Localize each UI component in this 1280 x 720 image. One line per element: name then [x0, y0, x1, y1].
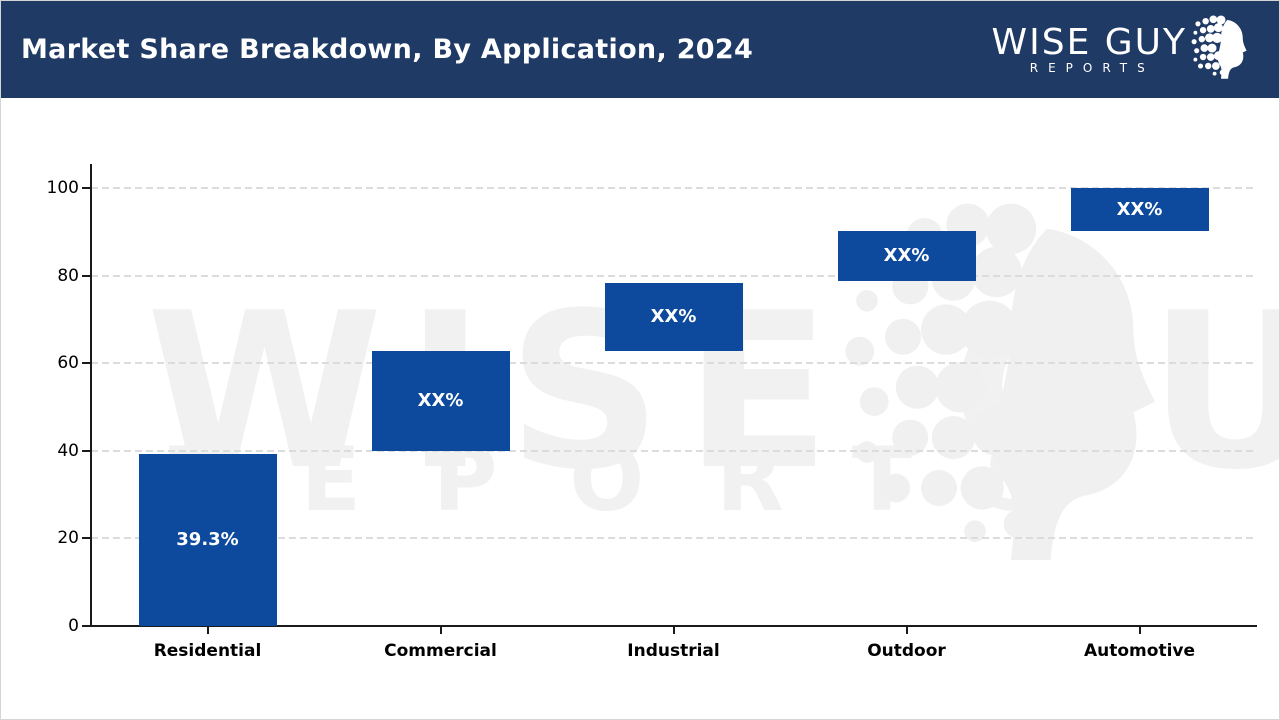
bar-automotive: XX%: [1070, 188, 1209, 231]
y-axis-tickmark: [82, 449, 91, 452]
gridline-40: [91, 449, 1256, 452]
category-label-industrial: Industrial: [627, 641, 720, 661]
x-axis-tickmark: [672, 627, 675, 634]
y-axis-tickmark: [82, 625, 91, 627]
category-label-automotive: Automotive: [1083, 641, 1196, 661]
logo-wordmark: WISE GUY: [991, 22, 1187, 64]
bar-value-label: XX%: [417, 390, 464, 412]
y-axis-line: [90, 164, 92, 627]
bar-value-label: XX%: [1116, 198, 1163, 220]
bar-industrial: XX%: [604, 283, 743, 351]
y-axis-tick-label: 40: [57, 440, 79, 461]
logo-subtitle: REPORTS: [1029, 61, 1155, 76]
logo-text: WISE GUY REPORTS: [992, 24, 1188, 74]
wise-guy-reports-logo: WISE GUY REPORTS: [992, 11, 1254, 89]
y-axis-tick-label: 80: [57, 265, 79, 286]
y-axis-tickmark: [82, 537, 91, 540]
header-bar: Market Share Breakdown, By Application, …: [1, 1, 1279, 98]
y-axis-tick-label: 0: [68, 616, 79, 636]
x-axis-tickmark: [905, 627, 908, 634]
y-axis-tickmark: [82, 274, 91, 277]
category-label-residential: Residential: [153, 641, 262, 661]
bar-commercial: XX%: [371, 350, 510, 451]
category-label-outdoor: Outdoor: [867, 641, 946, 661]
bar-residential: 39.3%: [138, 453, 277, 626]
category-label-commercial: Commercial: [384, 641, 497, 661]
y-axis-tick-label: 20: [57, 528, 79, 549]
x-axis-tickmark: [439, 627, 442, 634]
bar-outdoor: XX%: [837, 230, 976, 281]
chart-area: WISE GUY REPORTS 02040608010039.3%Reside…: [1, 98, 1279, 719]
bar-value-label: XX%: [883, 245, 930, 267]
gridline-80: [91, 274, 1256, 277]
y-axis-tick-label: 100: [46, 178, 79, 198]
dotted-face-logo-icon: [1189, 11, 1253, 89]
x-axis-line: [88, 625, 1257, 627]
bar-value-label: XX%: [650, 306, 697, 328]
y-axis-tickmark: [82, 362, 91, 365]
page-title: Market Share Breakdown, By Application, …: [21, 34, 754, 65]
bar-value-label: 39.3%: [176, 529, 239, 551]
y-axis-tickmark: [82, 187, 91, 189]
gridline-60: [91, 362, 1256, 365]
gridline-20: [91, 537, 1256, 540]
y-axis-tick-label: 60: [57, 353, 79, 374]
x-axis-tickmark: [206, 627, 209, 634]
gridline-100: [91, 187, 1256, 189]
x-axis-tickmark: [1138, 627, 1141, 634]
